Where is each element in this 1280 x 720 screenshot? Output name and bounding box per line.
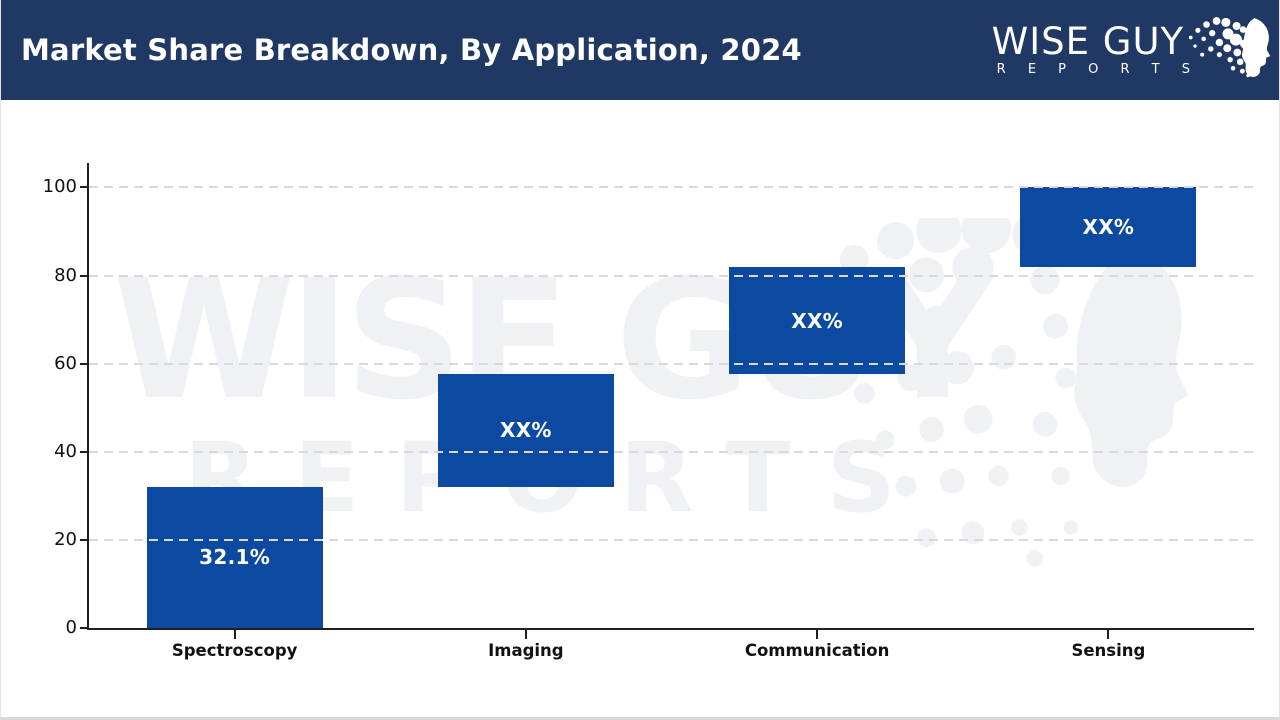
x-axis-category-label: Sensing [1071, 641, 1146, 660]
y-axis-tick [80, 627, 88, 629]
brand-subname: R E P O R T S [996, 62, 1199, 78]
x-axis-tick [524, 630, 527, 639]
bar-value-label: XX% [791, 308, 843, 333]
gridline [89, 274, 1254, 277]
bar-imaging: XX% [437, 374, 614, 487]
x-axis-tick [233, 630, 236, 639]
bar-communication: XX% [729, 267, 906, 375]
x-axis-category-label: Spectroscopy [171, 641, 298, 660]
brand-logo-text: WISE GUY R E P O R T S [991, 19, 1199, 78]
x-axis-tick [1107, 630, 1110, 639]
y-axis-tick-label: 100 [42, 176, 77, 198]
x-axis-category-label: Communication [744, 641, 890, 660]
x-axis-category-label: Imaging [488, 641, 564, 660]
x-axis-tick [816, 630, 819, 639]
y-axis-tick [80, 186, 88, 189]
y-axis-tick-label: 60 [54, 352, 77, 374]
chart-title: Market Share Breakdown, By Application, … [21, 33, 802, 67]
bar-value-label: XX% [1082, 215, 1135, 240]
header-bar: Market Share Breakdown, By Application, … [1, 0, 1279, 100]
bar-value-label: 32.1% [199, 545, 271, 570]
gridline [89, 186, 1254, 189]
x-axis-line [87, 628, 1254, 630]
gridline [89, 362, 1254, 365]
gridline [89, 538, 1254, 541]
y-axis-tick [80, 538, 88, 541]
y-axis-tick-label: 20 [54, 528, 77, 550]
y-axis-tick-label: 80 [54, 264, 77, 286]
y-axis-line [87, 163, 89, 630]
brand-name: WISE GUY [991, 19, 1185, 63]
y-axis-tick [80, 362, 88, 365]
gridline [89, 450, 1254, 453]
dotted-face-icon [1188, 17, 1271, 78]
brand-logo: WISE GUY R E P O R T S [992, 6, 1271, 94]
bar-sensing: XX% [1020, 187, 1197, 268]
y-axis-tick [80, 450, 88, 453]
y-axis-tick-label: 40 [54, 440, 77, 462]
bar-value-label: XX% [499, 418, 552, 443]
y-axis-tick-label: 0 [65, 617, 77, 638]
bar-spectroscopy: 32.1% [146, 486, 323, 628]
y-axis-tick [80, 274, 88, 277]
